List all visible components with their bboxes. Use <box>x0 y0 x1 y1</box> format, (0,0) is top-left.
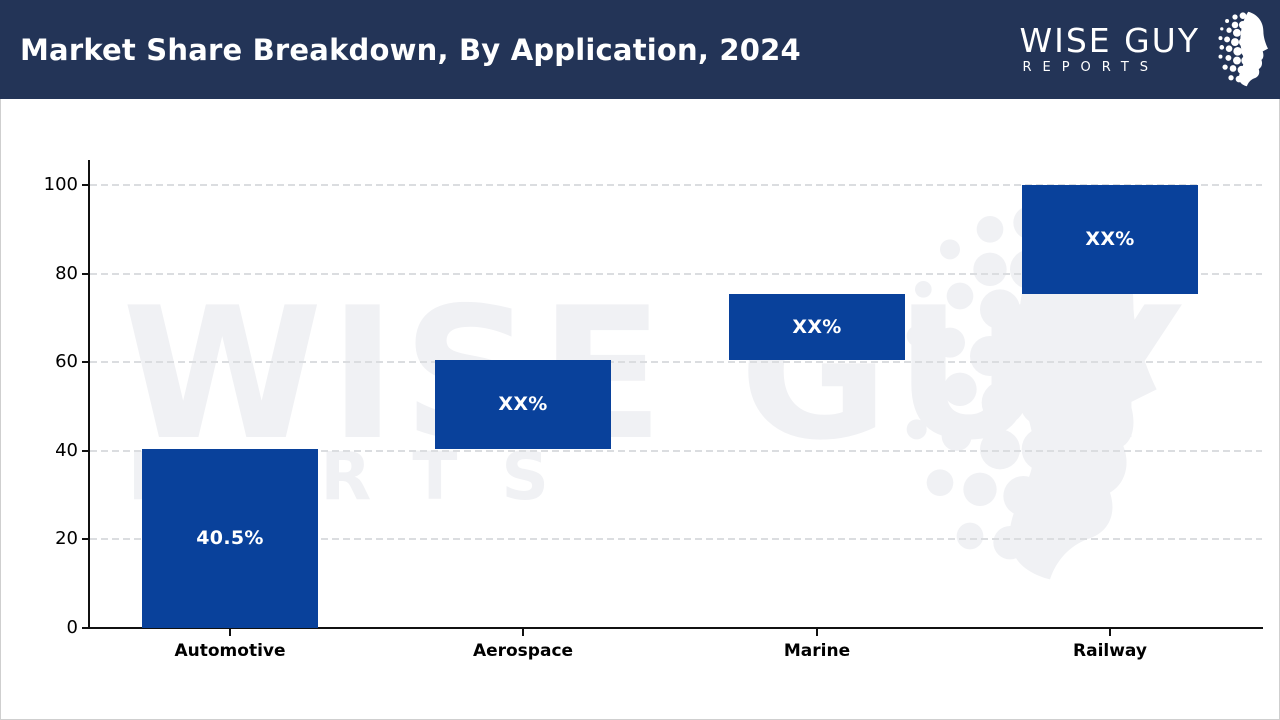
brand-name: WISE GUY <box>1019 21 1200 60</box>
y-tick-label-40: 40 <box>55 439 78 461</box>
y-tick-80 <box>82 272 89 275</box>
bar-value-label: XX% <box>1085 228 1135 251</box>
x-axis-line <box>88 627 1263 629</box>
bar-value-label: XX% <box>792 315 842 338</box>
gridline-20 <box>90 538 1262 541</box>
y-axis-line <box>88 160 90 629</box>
x-tick-0 <box>229 629 231 636</box>
x-tick-3 <box>1109 629 1111 636</box>
y-tick-label-20: 20 <box>55 528 78 550</box>
y-tick-0 <box>82 627 89 629</box>
y-tick-40 <box>82 449 89 452</box>
x-tick-1 <box>522 629 524 636</box>
bar-value-label: 40.5% <box>196 527 264 550</box>
bar-aerospace: XX% <box>435 359 611 449</box>
gridline-100 <box>90 184 1262 186</box>
gridline-40 <box>90 449 1262 452</box>
y-tick-100 <box>82 184 89 186</box>
x-category-label: Aerospace <box>472 641 574 661</box>
gridline-80 <box>90 272 1262 275</box>
brand-subtitle: REPORTS <box>1022 60 1160 75</box>
x-category-label: Marine <box>783 641 851 661</box>
page-title: Market Share Breakdown, By Application, … <box>20 32 801 67</box>
header-bar: Market Share Breakdown, By Application, … <box>0 0 1280 99</box>
y-tick-60 <box>82 361 89 364</box>
brand-wordmark: WISE GUY REPORTS <box>1019 21 1200 76</box>
x-tick-2 <box>816 629 818 636</box>
y-tick-label-100: 100 <box>43 174 78 195</box>
y-tick-20 <box>82 538 89 541</box>
brand-logo: WISE GUY REPORTS <box>1019 10 1280 90</box>
y-tick-label-80: 80 <box>55 262 78 284</box>
bar-railway: XX% <box>1022 185 1198 294</box>
y-tick-label-60: 60 <box>55 351 78 373</box>
bar-value-label: XX% <box>498 393 548 416</box>
x-category-label: Railway <box>1073 641 1147 661</box>
x-category-label: Automotive <box>174 641 286 661</box>
gridline-60 <box>90 361 1262 364</box>
bar-automotive: 40.5% <box>142 448 318 628</box>
y-tick-label-0: 0 <box>66 617 78 638</box>
bar-marine: XX% <box>729 293 905 360</box>
